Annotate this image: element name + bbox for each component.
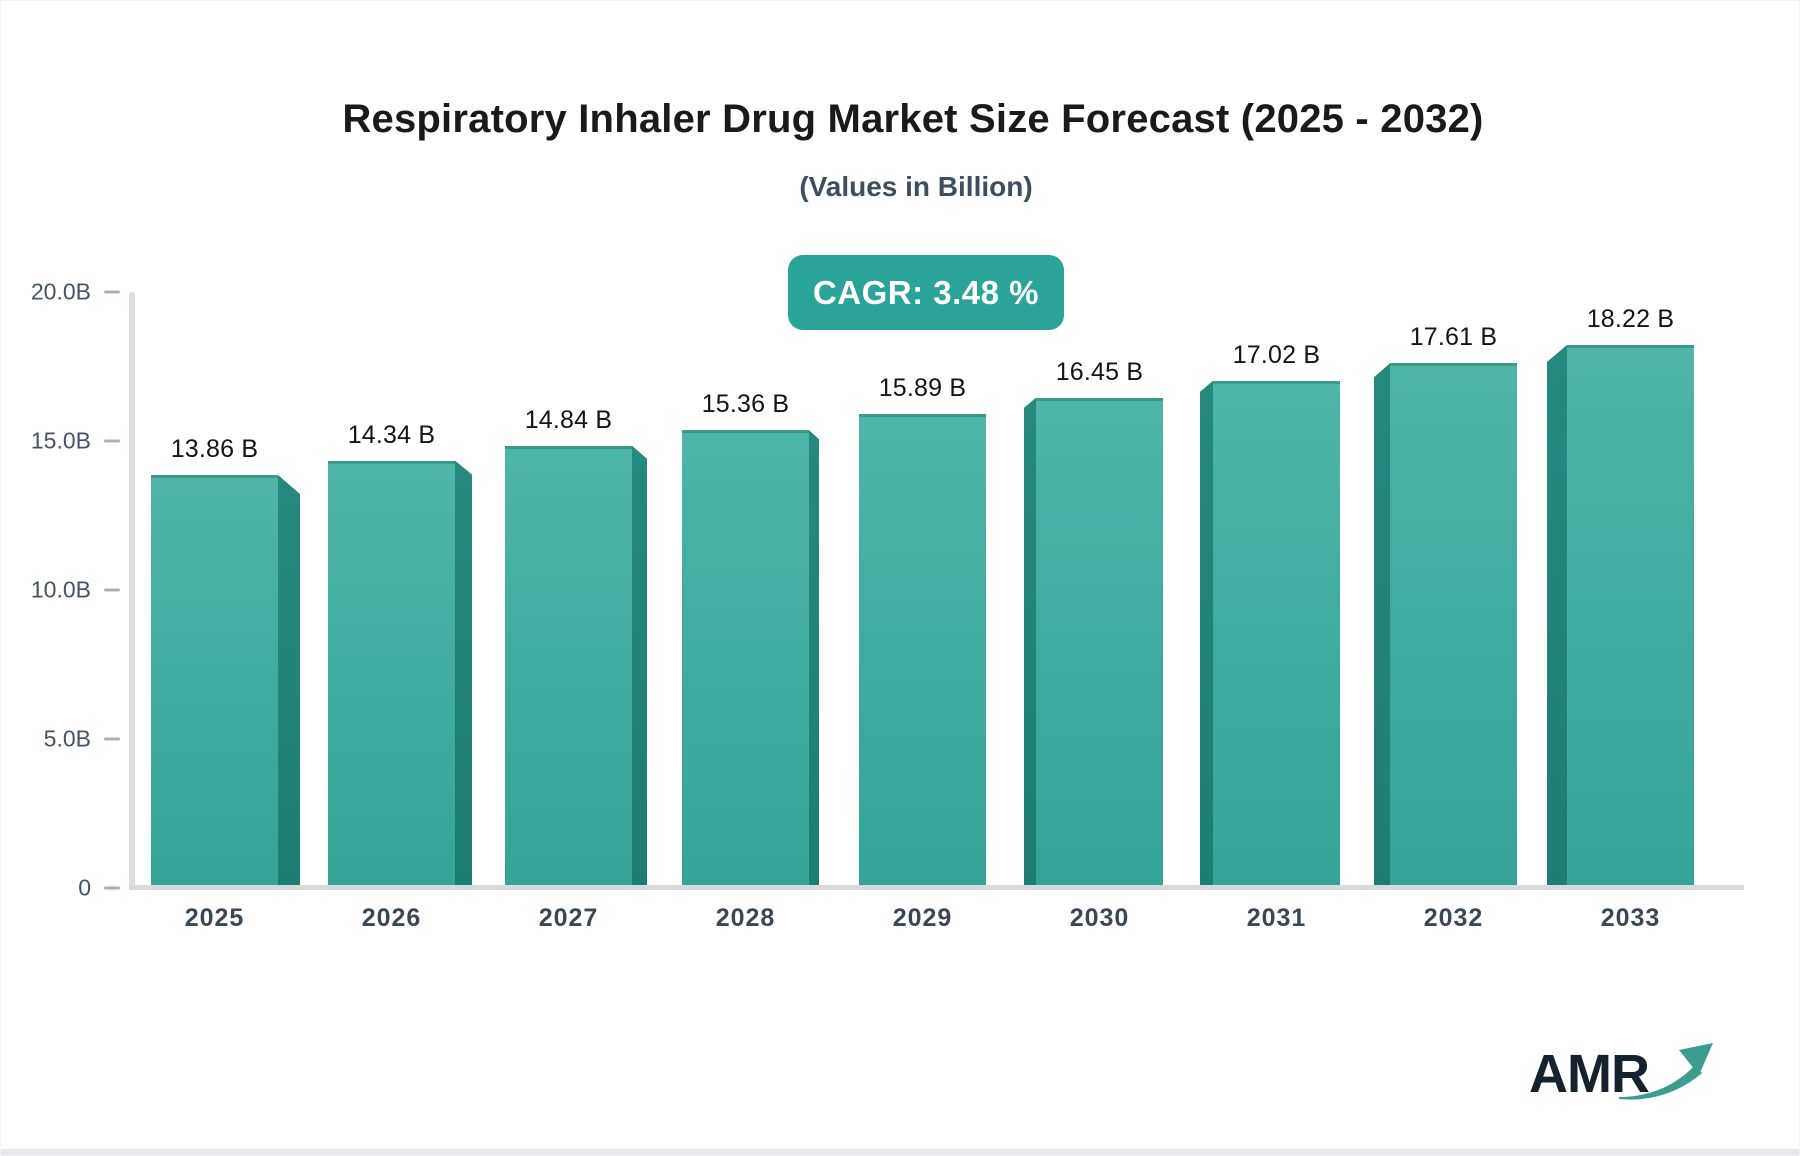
bar: [1390, 363, 1517, 888]
y-tick-label: 15.0B: [30, 427, 91, 454]
bar: [1036, 397, 1163, 888]
y-tick-dash: [104, 439, 120, 443]
bar: [1213, 380, 1340, 888]
x-axis-label: 2029: [892, 904, 953, 932]
bar-side-3d: [1374, 363, 1390, 888]
y-tick-dash: [104, 737, 120, 741]
bar-side-3d: [278, 474, 300, 888]
cagr-badge: CAGR: 3.48 %: [788, 255, 1064, 330]
x-axis-label: 2030: [1069, 904, 1130, 932]
bar-value-label: 14.84 B: [524, 405, 613, 434]
y-tick-label: 5.0B: [43, 725, 91, 752]
y-tick-label: 20.0B: [30, 278, 91, 305]
bar-value-label: 17.02 B: [1232, 340, 1321, 369]
bar-value-label: 17.61 B: [1409, 323, 1498, 352]
chart-title: Respiratory Inhaler Drug Market Size For…: [342, 97, 1484, 141]
x-axis-label: 2026: [361, 904, 422, 932]
bar-side-3d: [1200, 380, 1213, 888]
y-axis-line: [129, 292, 135, 890]
bar-value-label: 16.45 B: [1055, 357, 1144, 386]
bar: [1567, 345, 1694, 888]
x-axis-label: 2027: [538, 904, 599, 932]
bar: [151, 474, 278, 888]
bar-side-3d: [455, 460, 472, 888]
amr-logo-text: AMR: [1529, 1044, 1650, 1104]
bar-value-label: 14.34 B: [347, 420, 436, 449]
x-axis-label: 2033: [1600, 904, 1661, 932]
x-axis-label: 2025: [184, 904, 245, 932]
trend-up-arrow-icon: [1619, 1043, 1713, 1100]
bar-side-3d: [809, 430, 819, 888]
x-axis-label: 2028: [715, 904, 776, 932]
bar: [505, 445, 632, 888]
bar-value-label: 18.22 B: [1586, 305, 1675, 334]
y-tick-label: 10.0B: [30, 576, 91, 603]
y-tick-dash: [104, 290, 120, 294]
y-tick-dash: [104, 588, 120, 592]
y-tick-label: 0: [78, 874, 91, 901]
y-tick-dash: [104, 886, 120, 890]
bar: [859, 414, 986, 888]
x-axis-label: 2032: [1423, 904, 1484, 932]
bar-side-3d: [632, 445, 647, 888]
amr-logo: AMR: [1529, 1035, 1719, 1115]
cagr-badge-label: CAGR: 3.48 %: [812, 273, 1040, 311]
bottom-strip: [1, 1149, 1799, 1155]
bar: [328, 460, 455, 888]
chart-subtitle: (Values in Billion): [799, 171, 1033, 202]
x-axis-label: 2031: [1246, 904, 1307, 932]
x-axis-baseline: [129, 885, 1744, 890]
bar: [682, 430, 809, 888]
bar-side-3d: [1547, 345, 1567, 888]
bar-value-label: 15.89 B: [878, 374, 967, 403]
bar-value-label: 15.36 B: [701, 390, 790, 419]
bar-side-3d: [1024, 397, 1036, 888]
bar-value-label: 13.86 B: [170, 434, 259, 463]
